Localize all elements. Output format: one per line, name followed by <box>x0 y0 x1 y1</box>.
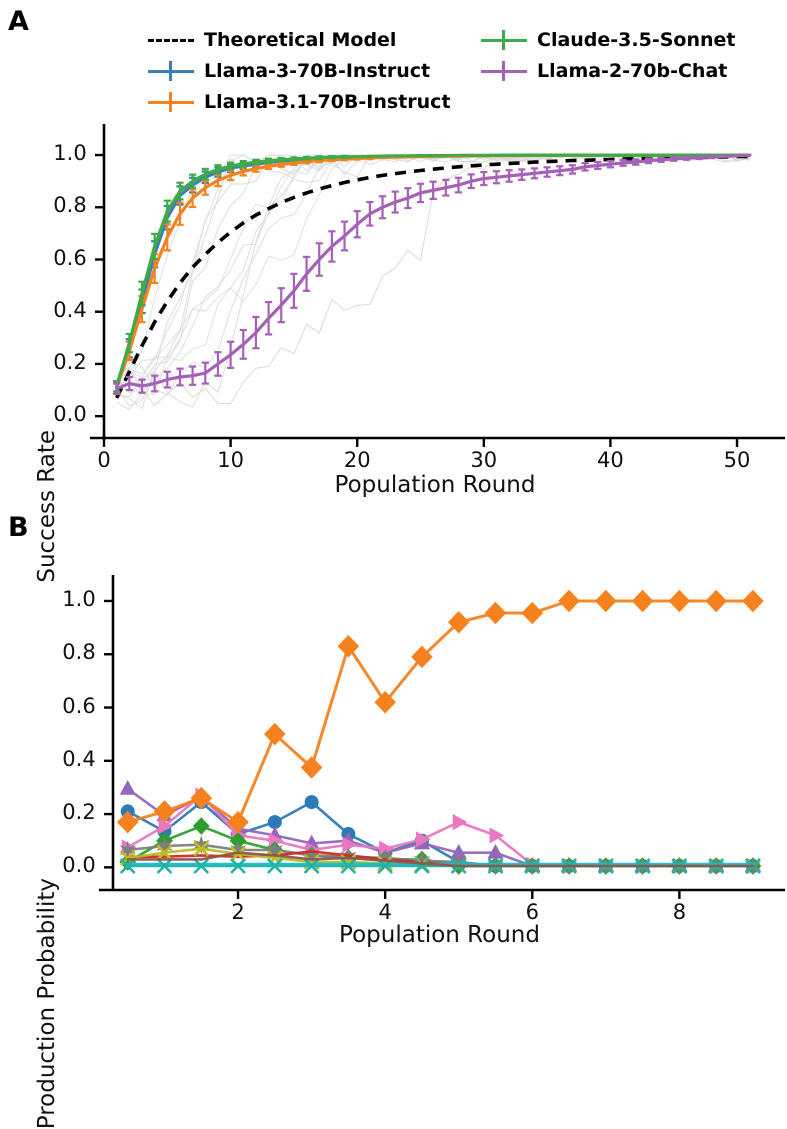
panel-a-ytick-0.8: 0.8 <box>53 193 87 218</box>
legend-label: Llama-3-70B-Instruct <box>204 60 431 82</box>
panel-a-xtick-20: 20 <box>343 448 371 472</box>
panel-a-ytick-1.0: 1.0 <box>53 141 87 166</box>
panel-b-ytick-0.0: 0.0 <box>62 853 96 878</box>
legend-swatch-errorbar <box>479 27 529 53</box>
panel-a-plot <box>90 124 785 447</box>
panel-b-xtick-2: 2 <box>231 900 245 924</box>
panel-b-xaxis-title: Population Round <box>339 922 540 948</box>
panel-a-ytick-0.2: 0.2 <box>53 349 87 374</box>
legend-label: Claude-3.5-Sonnet <box>537 29 736 51</box>
panel-a-xtick-40: 40 <box>597 448 624 472</box>
panel-label-a: A <box>8 6 29 37</box>
panel-b-ytick-0.8: 0.8 <box>62 640 96 665</box>
legend-label: Theoretical Model <box>204 29 397 51</box>
legend-label: Llama-3.1-70B-Instruct <box>204 91 451 113</box>
panel-b-xtick-6: 6 <box>525 900 539 924</box>
legend-swatch-errorbar <box>146 89 196 115</box>
panel-b-ytick-0.2: 0.2 <box>62 800 96 825</box>
legend-item-llama-2-70b-chat: Llama-2-70b-Chat <box>479 57 727 85</box>
panel-b-xtick-4: 4 <box>378 900 392 924</box>
panel-label-b: B <box>8 512 29 543</box>
legend-item-llama-3-70b-instruct: Llama-3-70B-Instruct <box>146 57 430 85</box>
legend-label: Llama-2-70b-Chat <box>537 60 728 82</box>
legend-swatch-errorbar <box>479 58 529 84</box>
panel-b-ytick-0.4: 0.4 <box>62 746 96 771</box>
legend-swatch-dashed <box>146 27 196 53</box>
panel-b-yaxis-title: Production Probability <box>34 878 60 1129</box>
panel-b-ytick-1.0: 1.0 <box>62 586 96 611</box>
legend-item-llama-3-1-70b-instruct: Llama-3.1-70B-Instruct <box>146 88 451 116</box>
panel-a-xtick-10: 10 <box>217 448 244 472</box>
panel-a-ytick-0.4: 0.4 <box>53 297 87 322</box>
panel-a-ytick-0.6: 0.6 <box>53 245 87 270</box>
legend-panel-a: Theoretical Model Llama-3-70B-Instruct L… <box>146 26 786 118</box>
panel-a-xtick-50: 50 <box>723 448 751 472</box>
legend-swatch-errorbar <box>146 58 196 84</box>
panel-a-xtick-0: 0 <box>97 448 111 472</box>
legend-item-theoretical-model: Theoretical Model <box>146 26 396 54</box>
panel-b-ytick-0.6: 0.6 <box>62 693 96 718</box>
panel-a-xaxis-title: Population Round <box>334 472 536 498</box>
panel-a-ytick-0.0: 0.0 <box>53 402 87 427</box>
legend-item-claude-3-5-sonnet: Claude-3.5-Sonnet <box>479 26 735 54</box>
panel-b-plot <box>99 575 785 899</box>
panel-a-xtick-30: 30 <box>470 448 498 472</box>
figure-root: A B Theoretical Model Llama-3-70B-Instru… <box>8 6 786 1129</box>
panel-b-xtick-8: 8 <box>672 900 687 924</box>
